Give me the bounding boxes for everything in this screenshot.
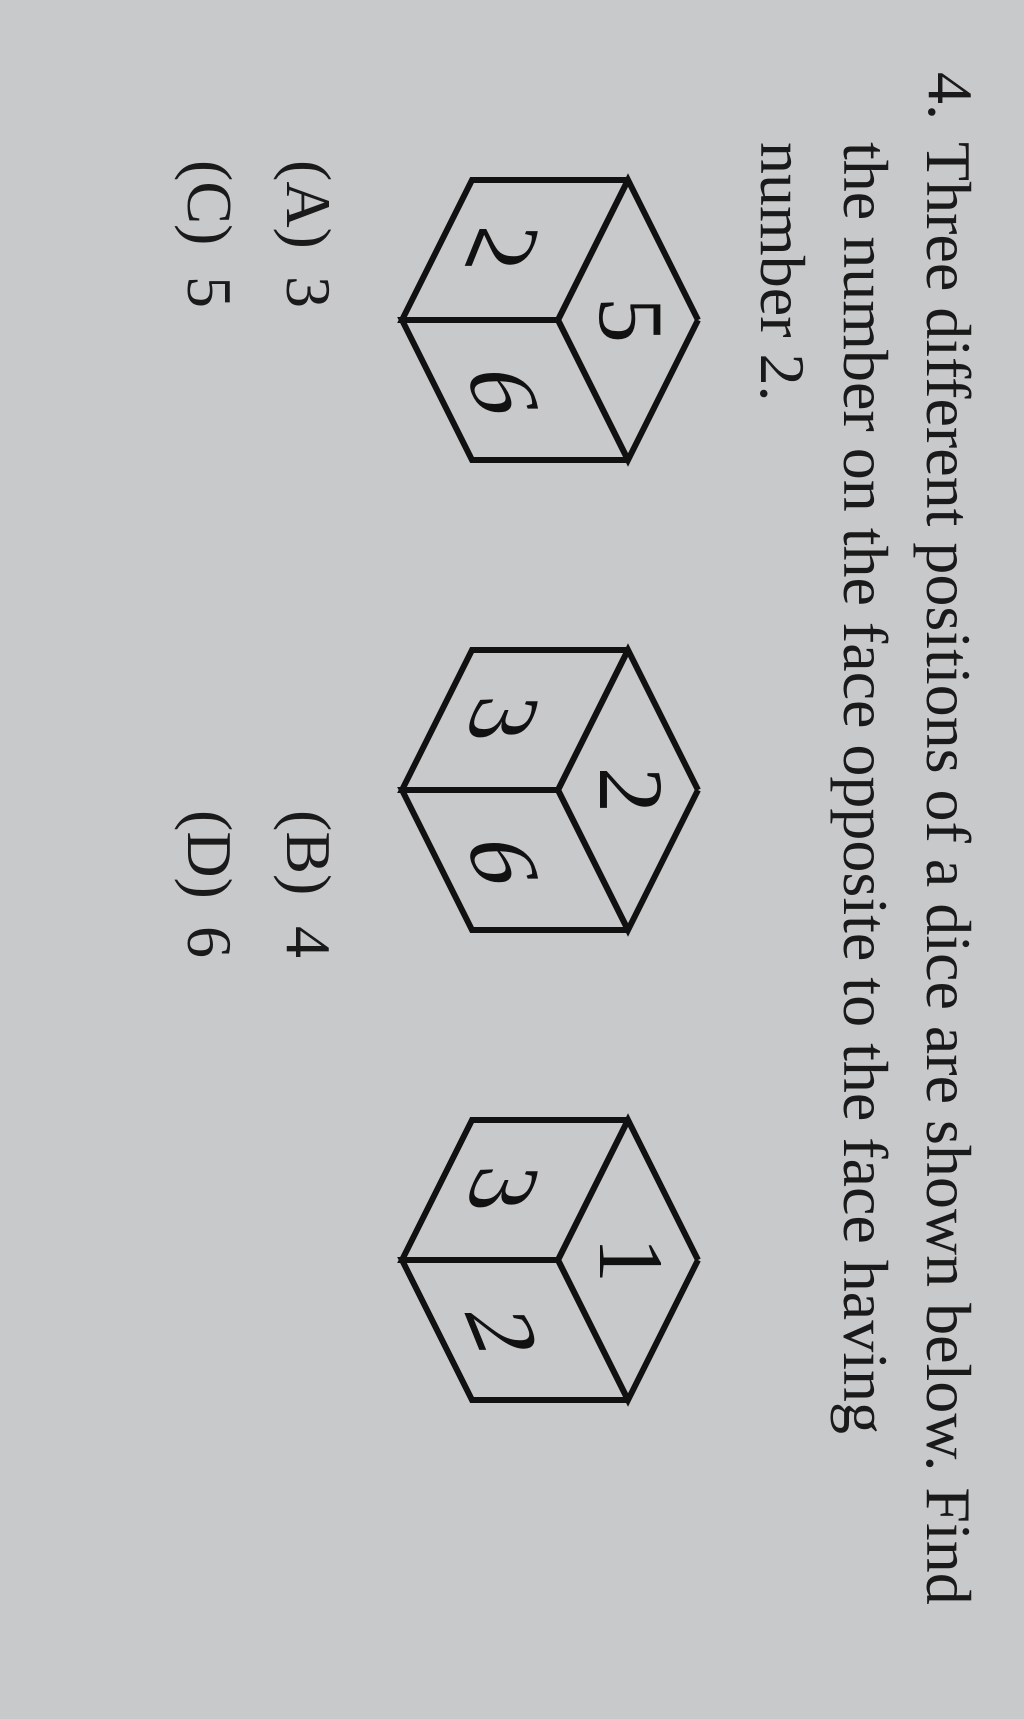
- option-b[interactable]: (B) 4: [267, 810, 350, 1460]
- dice-row: 5 2 6 2 3 6: [390, 160, 710, 1650]
- question-row: 4. Three different positions of a dice a…: [740, 50, 990, 1650]
- option-d-letter: (D): [168, 810, 251, 910]
- option-c-letter: (C): [168, 160, 251, 260]
- question-number: 4.: [910, 50, 990, 120]
- option-b-value: 4: [267, 926, 350, 958]
- option-d[interactable]: (D) 6: [168, 810, 251, 1460]
- option-c-value: 5: [168, 276, 251, 308]
- page: 4. Three different positions of a dice a…: [0, 0, 1024, 1719]
- question-stem: Three different positions of a dice are …: [740, 142, 990, 1622]
- dice-1: 5 2 6: [390, 160, 710, 480]
- dice-2: 2 3 6: [390, 630, 710, 950]
- option-c[interactable]: (C) 5: [168, 160, 251, 810]
- dice-1-top: 5: [580, 297, 682, 343]
- question-block: 4. Three different positions of a dice a…: [30, 50, 990, 1650]
- option-a-value: 3: [267, 276, 350, 308]
- dice-3: 1 3 2: [390, 1100, 710, 1420]
- option-d-value: 6: [168, 926, 251, 958]
- dice-3-right: 2: [443, 1309, 564, 1355]
- dice-3-top: 1: [580, 1237, 682, 1283]
- dice-1-right: 6: [443, 369, 564, 415]
- dice-3-left: 3: [443, 1165, 564, 1211]
- dice-2-right: 6: [443, 839, 564, 885]
- option-a-letter: (A): [267, 160, 350, 260]
- options-grid: (A) 3 (B) 4 (C) 5 (D) 6: [168, 160, 350, 1650]
- dice-2-top: 2: [580, 767, 682, 813]
- dice-2-left: 3: [443, 695, 564, 741]
- option-b-letter: (B): [267, 810, 350, 910]
- dice-1-left: 2: [443, 225, 564, 271]
- option-a[interactable]: (A) 3: [267, 160, 350, 810]
